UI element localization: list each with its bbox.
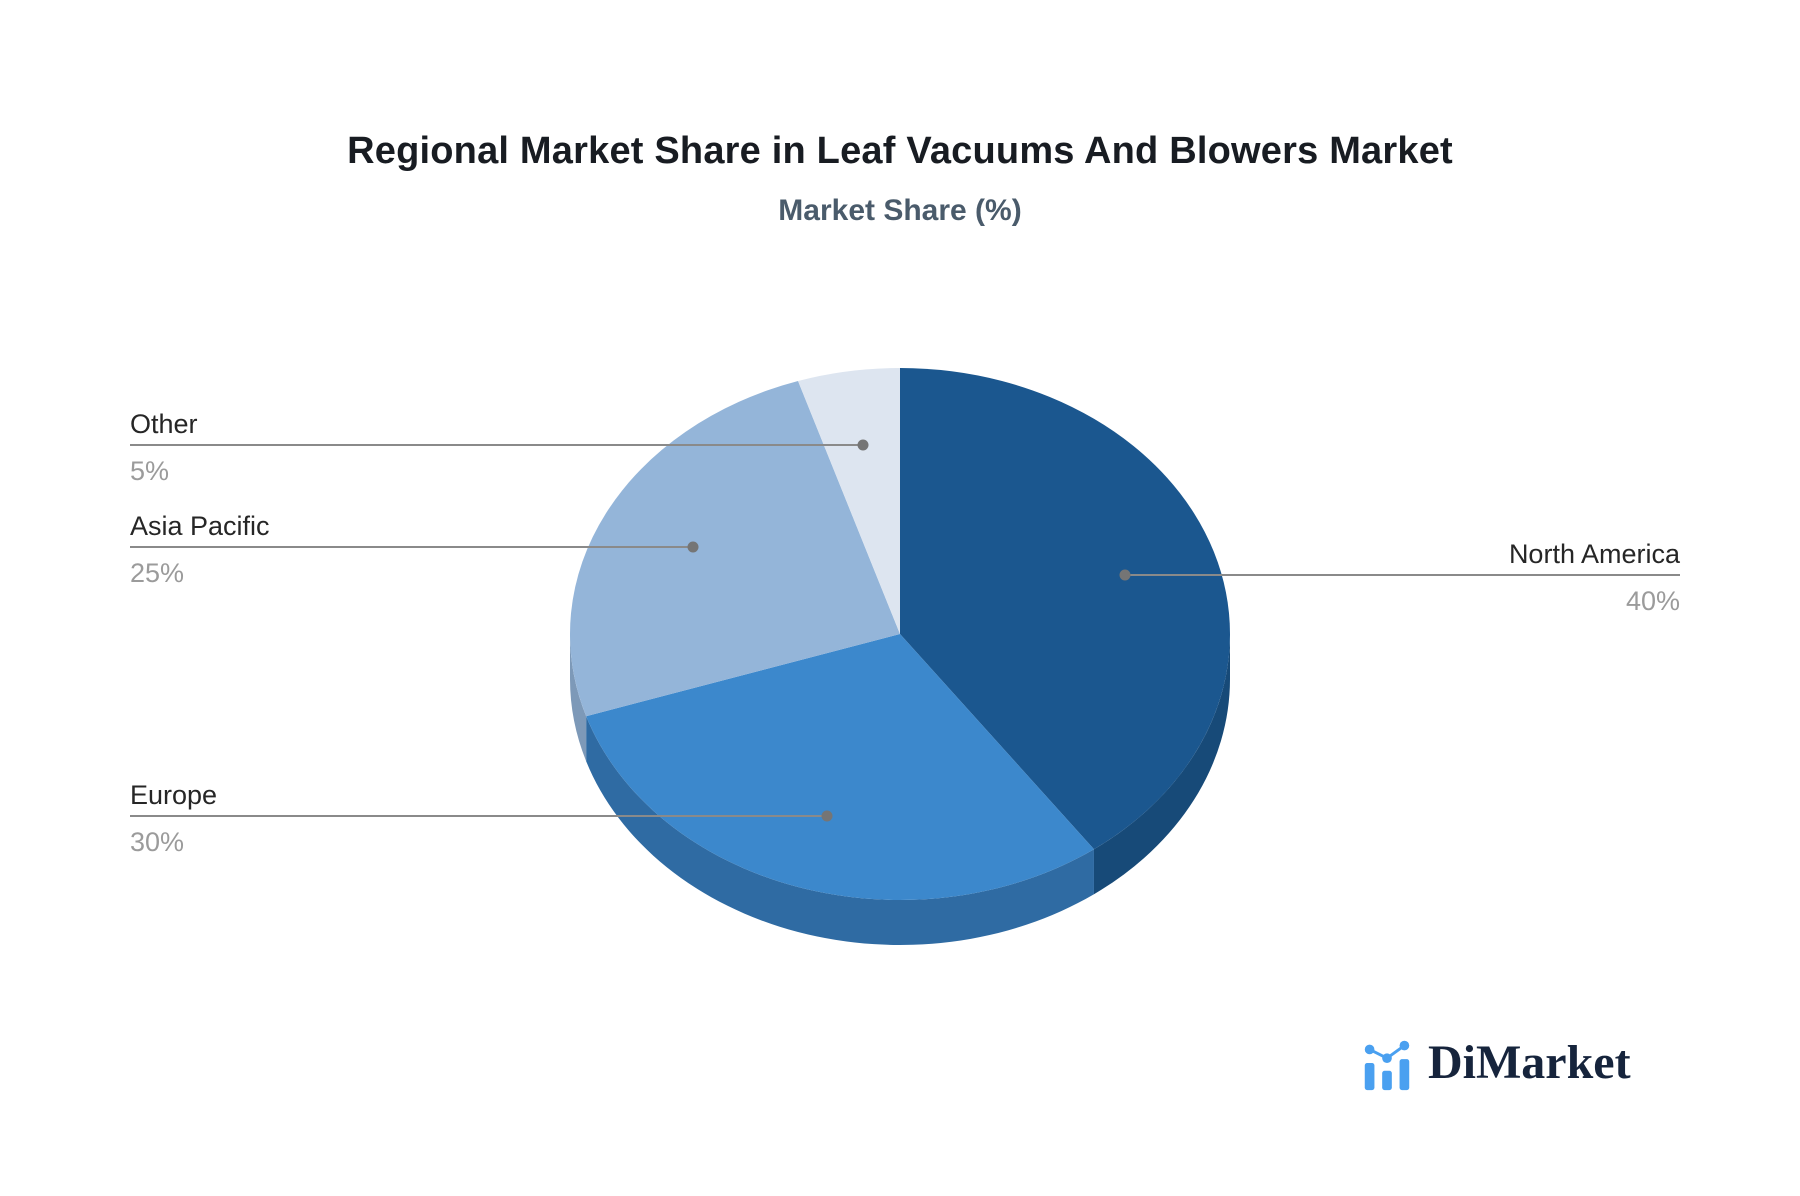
slice-label-asia-pacific: Asia Pacific	[130, 511, 270, 541]
logo-dot	[1382, 1053, 1392, 1063]
logo-dot	[1364, 1044, 1375, 1055]
brand-logo[interactable]: DiMarket	[1358, 1034, 1631, 1092]
leader-dot-other	[857, 439, 869, 451]
leader-lines	[130, 439, 1680, 822]
slice-percent-north-america: 40%	[1626, 586, 1680, 616]
slice-percent-europe: 30%	[130, 827, 184, 857]
slice-label-europe: Europe	[130, 780, 217, 810]
slice-labels: Other 5% Asia Pacific 25% Europe 30% Nor…	[130, 409, 1681, 857]
leader-dot-north-america	[1119, 569, 1131, 581]
pie-slice-side-asia-pacific	[570, 634, 587, 762]
pie-slice-asia-pacific[interactable]	[569, 381, 900, 717]
brand-name: DiMarket	[1428, 1036, 1631, 1089]
pie-slices	[569, 368, 1230, 946]
slice-label-north-america: North America	[1509, 539, 1681, 569]
pie-slice-north-america[interactable]	[900, 368, 1230, 850]
chart-title: Regional Market Share in Leaf Vacuums An…	[347, 130, 1453, 172]
dimarket-logo-icon	[1364, 1040, 1410, 1091]
pie-slice-side-north-america	[1093, 634, 1230, 895]
logo-bar	[1364, 1063, 1375, 1091]
chart-subtitle: Market Share (%)	[778, 194, 1022, 227]
slice-percent-other: 5%	[130, 456, 169, 486]
leader-dot-asia-pacific	[687, 541, 699, 553]
pie-slice-europe[interactable]	[586, 634, 1094, 900]
logo-bar	[1382, 1070, 1392, 1091]
pie-slice-side-europe	[586, 716, 1094, 946]
slice-label-other: Other	[130, 409, 198, 439]
leader-dot-europe	[821, 810, 833, 822]
pie-slice-other[interactable]	[798, 368, 900, 634]
logo-bar	[1399, 1059, 1410, 1091]
slice-percent-asia-pacific: 25%	[130, 558, 184, 588]
logo-dot	[1399, 1040, 1410, 1051]
